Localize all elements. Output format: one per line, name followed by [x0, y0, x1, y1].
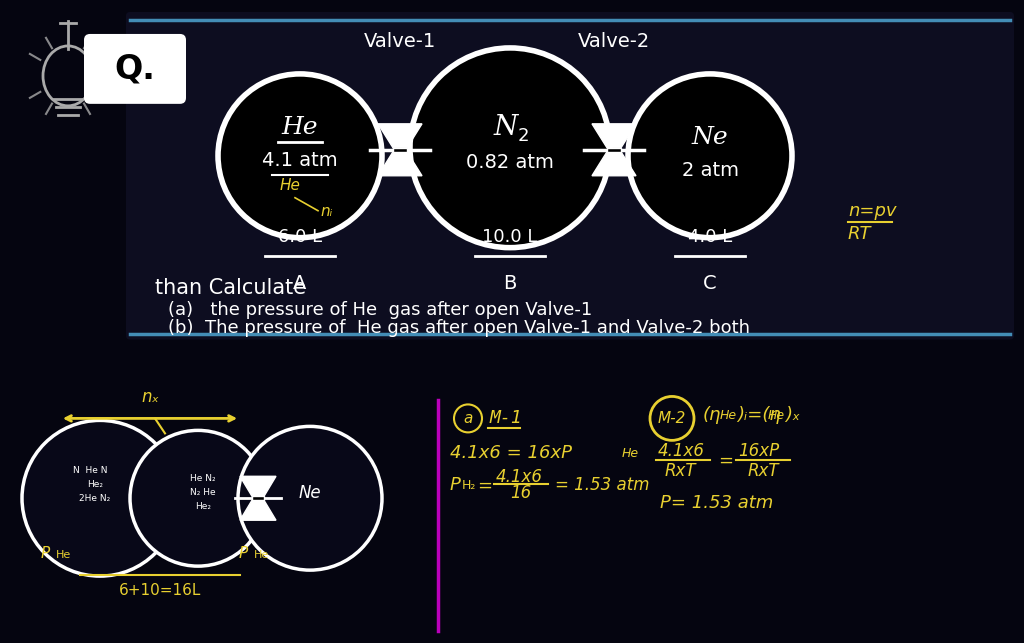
Text: )ₓ: )ₓ — [785, 406, 800, 424]
Text: Ne: Ne — [691, 126, 728, 149]
Text: Valve-1: Valve-1 — [364, 32, 436, 51]
Text: He: He — [280, 178, 300, 194]
Text: =: = — [718, 451, 733, 469]
Text: N  He N: N He N — [73, 466, 108, 475]
Text: B: B — [504, 274, 517, 293]
Text: 2: 2 — [517, 127, 528, 145]
Text: (a)   the pressure of He  gas after open Valve-1: (a) the pressure of He gas after open Va… — [168, 300, 592, 318]
Text: He: He — [254, 550, 269, 560]
Text: He: He — [282, 116, 318, 140]
Text: 4.1x6 = 16xP: 4.1x6 = 16xP — [450, 444, 572, 462]
Text: A: A — [293, 274, 306, 293]
Text: 2He N₂: 2He N₂ — [80, 494, 111, 503]
Text: He: He — [622, 448, 639, 460]
Polygon shape — [393, 148, 407, 152]
Text: 4.1 atm: 4.1 atm — [262, 151, 338, 170]
Text: He: He — [56, 550, 72, 560]
Text: RT: RT — [848, 224, 871, 242]
Text: nₓ: nₓ — [141, 388, 159, 406]
Text: 4.1x6: 4.1x6 — [496, 468, 543, 486]
Text: Q.: Q. — [115, 52, 156, 86]
Text: 4.0 L: 4.0 L — [688, 228, 732, 246]
Text: RxT: RxT — [748, 462, 779, 480]
Text: Ne: Ne — [299, 484, 322, 502]
Text: = 1.53 atm: = 1.53 atm — [555, 476, 649, 494]
Circle shape — [218, 74, 382, 238]
Text: 16xP: 16xP — [738, 442, 779, 460]
Polygon shape — [252, 496, 264, 500]
Text: 6+10=16L: 6+10=16L — [119, 583, 201, 598]
Circle shape — [238, 426, 382, 570]
Text: 4.1x6: 4.1x6 — [658, 442, 705, 460]
Text: (η: (η — [703, 406, 721, 424]
Text: M-1: M-1 — [490, 410, 522, 428]
Polygon shape — [607, 148, 621, 152]
Text: P: P — [239, 546, 248, 561]
Text: n=pv: n=pv — [848, 202, 896, 220]
Text: P: P — [450, 476, 461, 494]
Text: He: He — [720, 409, 737, 422]
Circle shape — [130, 430, 266, 566]
Text: M-2: M-2 — [657, 411, 686, 426]
Text: He N₂: He N₂ — [190, 474, 216, 483]
Text: 16: 16 — [510, 484, 531, 502]
Text: 0.82 atm: 0.82 atm — [466, 153, 554, 172]
Text: H₂: H₂ — [462, 479, 476, 493]
Circle shape — [410, 48, 610, 248]
Text: nᵢ: nᵢ — [319, 204, 333, 219]
FancyBboxPatch shape — [84, 34, 186, 104]
Text: N: N — [494, 114, 518, 141]
Text: )ᵢ=(η: )ᵢ=(η — [737, 406, 780, 424]
Text: N₂ He: N₂ He — [190, 488, 216, 497]
Text: He₂: He₂ — [195, 502, 211, 511]
Polygon shape — [592, 124, 636, 148]
Text: (b)  The pressure of  He gas after open Valve-1 and Valve-2 both: (b) The pressure of He gas after open Va… — [168, 318, 750, 336]
Text: Valve-2: Valve-2 — [578, 32, 650, 51]
Text: than Calculate: than Calculate — [155, 278, 306, 298]
Circle shape — [628, 74, 792, 238]
Text: P= 1.53 atm: P= 1.53 atm — [660, 494, 773, 512]
Polygon shape — [378, 124, 422, 148]
Text: a: a — [463, 411, 473, 426]
Text: He₂: He₂ — [87, 480, 103, 489]
Text: C: C — [703, 274, 717, 293]
Polygon shape — [240, 476, 276, 496]
Circle shape — [22, 421, 178, 576]
Text: 2 atm: 2 atm — [682, 161, 738, 180]
Text: 6.0 L: 6.0 L — [278, 228, 323, 246]
Text: He: He — [768, 409, 785, 422]
Text: =: = — [477, 476, 492, 494]
Text: P: P — [41, 546, 50, 561]
Polygon shape — [240, 500, 276, 520]
Text: 10.0 L: 10.0 L — [482, 228, 538, 246]
Polygon shape — [592, 152, 636, 176]
Text: RxT: RxT — [665, 462, 696, 480]
Polygon shape — [378, 152, 422, 176]
FancyBboxPatch shape — [126, 12, 1014, 340]
